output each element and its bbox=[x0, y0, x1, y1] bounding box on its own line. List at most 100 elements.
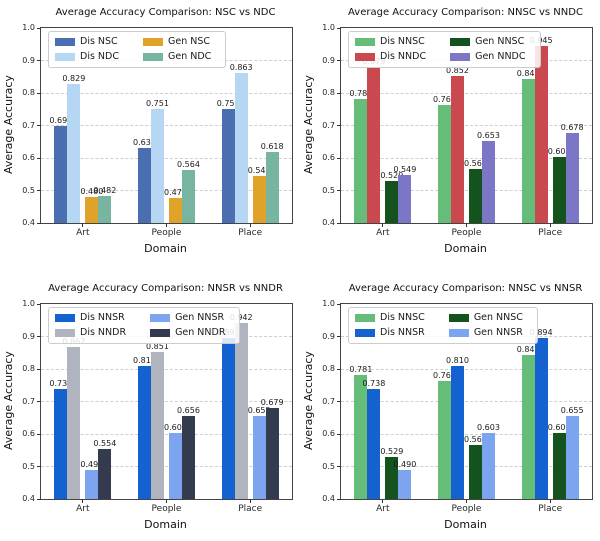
legend-label: Gen NDC bbox=[167, 51, 212, 62]
chart-container: Average Accuracy Comparison: NNSC vs NND… bbox=[300, 0, 600, 265]
gridline bbox=[41, 401, 292, 402]
x-tick-mark bbox=[382, 223, 384, 227]
y-tick-label: 0.5 bbox=[322, 461, 335, 471]
y-tick-label: 0.4 bbox=[22, 494, 35, 503]
x-tick-mark bbox=[82, 223, 84, 227]
legend-swatch bbox=[448, 313, 469, 322]
bar-value-label: 0.618 bbox=[260, 142, 284, 152]
x-tick-label: Place bbox=[538, 504, 563, 514]
bar-dis-nnsc bbox=[521, 79, 535, 223]
y-tick-mark bbox=[37, 401, 41, 402]
bar-value-label: 0.476 bbox=[164, 188, 187, 198]
bar-value-label: 0.851 bbox=[146, 342, 169, 352]
legend-item: Dis NNSR bbox=[355, 327, 425, 338]
y-tick-mark bbox=[37, 368, 41, 370]
y-tick-label: 0.9 bbox=[22, 331, 35, 341]
legend-label: Gen NNSC bbox=[475, 36, 525, 47]
bar-gen-nndc bbox=[565, 132, 579, 223]
legend-swatch bbox=[142, 37, 163, 46]
bar-gen-nndr bbox=[98, 448, 112, 499]
x-tick-mark bbox=[249, 223, 251, 227]
bar-dis-ndc bbox=[151, 108, 164, 223]
bar-gen-nndc bbox=[482, 140, 495, 223]
legend-item: Dis NNSC bbox=[355, 312, 425, 323]
y-tick-label: 0.4 bbox=[322, 218, 335, 227]
y-tick-label: 1.0 bbox=[22, 23, 35, 32]
bar-gen-nnsr bbox=[482, 433, 495, 499]
y-tick-mark bbox=[337, 157, 341, 159]
chart-title: Average Accuracy Comparison: NNSC vs NNS… bbox=[348, 283, 583, 294]
bar-dis-nndc bbox=[367, 67, 381, 223]
x-axis-label: Domain bbox=[144, 242, 187, 255]
bar-dis-nndr bbox=[234, 322, 248, 499]
bar-gen-nndr bbox=[182, 415, 195, 499]
bar-gen-ndc bbox=[98, 196, 112, 223]
bar-gen-nsc bbox=[85, 197, 99, 223]
legend-label: Dis NNDR bbox=[80, 327, 127, 338]
gridline bbox=[341, 433, 592, 435]
y-tick-label: 0.5 bbox=[22, 461, 35, 471]
bar-value-label: 0.894 bbox=[529, 328, 553, 338]
legend-label: Gen NNSC bbox=[473, 312, 523, 323]
y-tick-mark bbox=[37, 157, 41, 159]
bar-value-label: 0.738 bbox=[49, 379, 73, 389]
plot-area: 1.00.90.80.70.60.50.40.7380.8100.8940.86… bbox=[22, 299, 293, 514]
bar-gen-nnsr bbox=[398, 469, 412, 499]
bar-value-label: 0.554 bbox=[93, 438, 117, 448]
y-tick-label: 0.9 bbox=[322, 331, 335, 341]
bar-value-label: 0.565 bbox=[464, 435, 487, 445]
bar-value-label: 0.545 bbox=[247, 165, 271, 175]
legend-item: Gen NSC bbox=[142, 36, 211, 47]
y-tick-mark bbox=[337, 92, 341, 94]
bar-value-label: 0.529 bbox=[380, 171, 404, 181]
y-tick-mark bbox=[337, 336, 341, 337]
x-tick-mark bbox=[382, 499, 384, 503]
bar-value-label: 0.630 bbox=[133, 138, 156, 148]
legend-item: Dis NNSC bbox=[355, 36, 426, 47]
gridline bbox=[41, 368, 292, 370]
legend-label: Gen NNSR bbox=[175, 312, 225, 323]
bar-value-label: 0.763 bbox=[433, 95, 456, 105]
bar-gen-nnsc bbox=[552, 432, 566, 499]
x-tick-mark bbox=[549, 499, 551, 503]
y-tick-label: 0.6 bbox=[22, 429, 35, 438]
y-tick-mark bbox=[337, 60, 341, 61]
legend-item: Gen NNSR bbox=[448, 327, 523, 338]
legend: Dis NNSC Dis NNDC Gen NNSC Gen NNDC bbox=[348, 31, 541, 68]
y-tick-mark bbox=[37, 303, 41, 305]
bar-value-label: 0.490 bbox=[80, 459, 104, 469]
bar-value-label: 0.698 bbox=[49, 116, 73, 126]
x-tick-mark bbox=[466, 499, 467, 503]
chart-title: Average Accuracy Comparison: NNSC vs NND… bbox=[348, 7, 583, 18]
legend-swatch bbox=[448, 328, 469, 337]
bar-value-label: 0.480 bbox=[80, 187, 104, 196]
y-tick-mark bbox=[337, 433, 341, 435]
y-tick-mark bbox=[337, 368, 341, 370]
gridline bbox=[341, 125, 592, 126]
bar-value-label: 0.603 bbox=[164, 423, 187, 433]
y-tick-label: 0.8 bbox=[22, 364, 35, 373]
gridline bbox=[41, 157, 292, 159]
y-tick-mark bbox=[337, 222, 341, 224]
legend-swatch bbox=[355, 52, 375, 61]
bar-value-label: 0.678 bbox=[560, 122, 584, 132]
bar-value-label: 0.655 bbox=[247, 406, 271, 416]
bar-value-label: 0.656 bbox=[177, 405, 200, 415]
bar-gen-nnsc bbox=[469, 445, 482, 499]
legend-label: Gen NNDR bbox=[175, 327, 226, 338]
gridline bbox=[341, 401, 592, 402]
y-tick-mark bbox=[37, 125, 41, 126]
bar-gen-nsc bbox=[169, 198, 182, 223]
legend-label: Dis NSC bbox=[80, 36, 118, 47]
y-tick-mark bbox=[37, 190, 41, 191]
y-tick-mark bbox=[37, 27, 41, 29]
y-tick-label: 0.7 bbox=[22, 396, 35, 406]
bar-value-label: 0.852 bbox=[446, 66, 469, 76]
bar-gen-nsc bbox=[252, 175, 266, 223]
legend-label: Dis NNSR bbox=[80, 312, 125, 323]
y-tick-label: 0.9 bbox=[22, 55, 35, 65]
legend-swatch bbox=[55, 52, 75, 61]
legend-label: Dis NNSC bbox=[380, 36, 425, 47]
y-tick-mark bbox=[337, 466, 341, 467]
legend: Dis NNSR Dis NNDR Gen NNSR Gen NNDR bbox=[48, 307, 241, 344]
